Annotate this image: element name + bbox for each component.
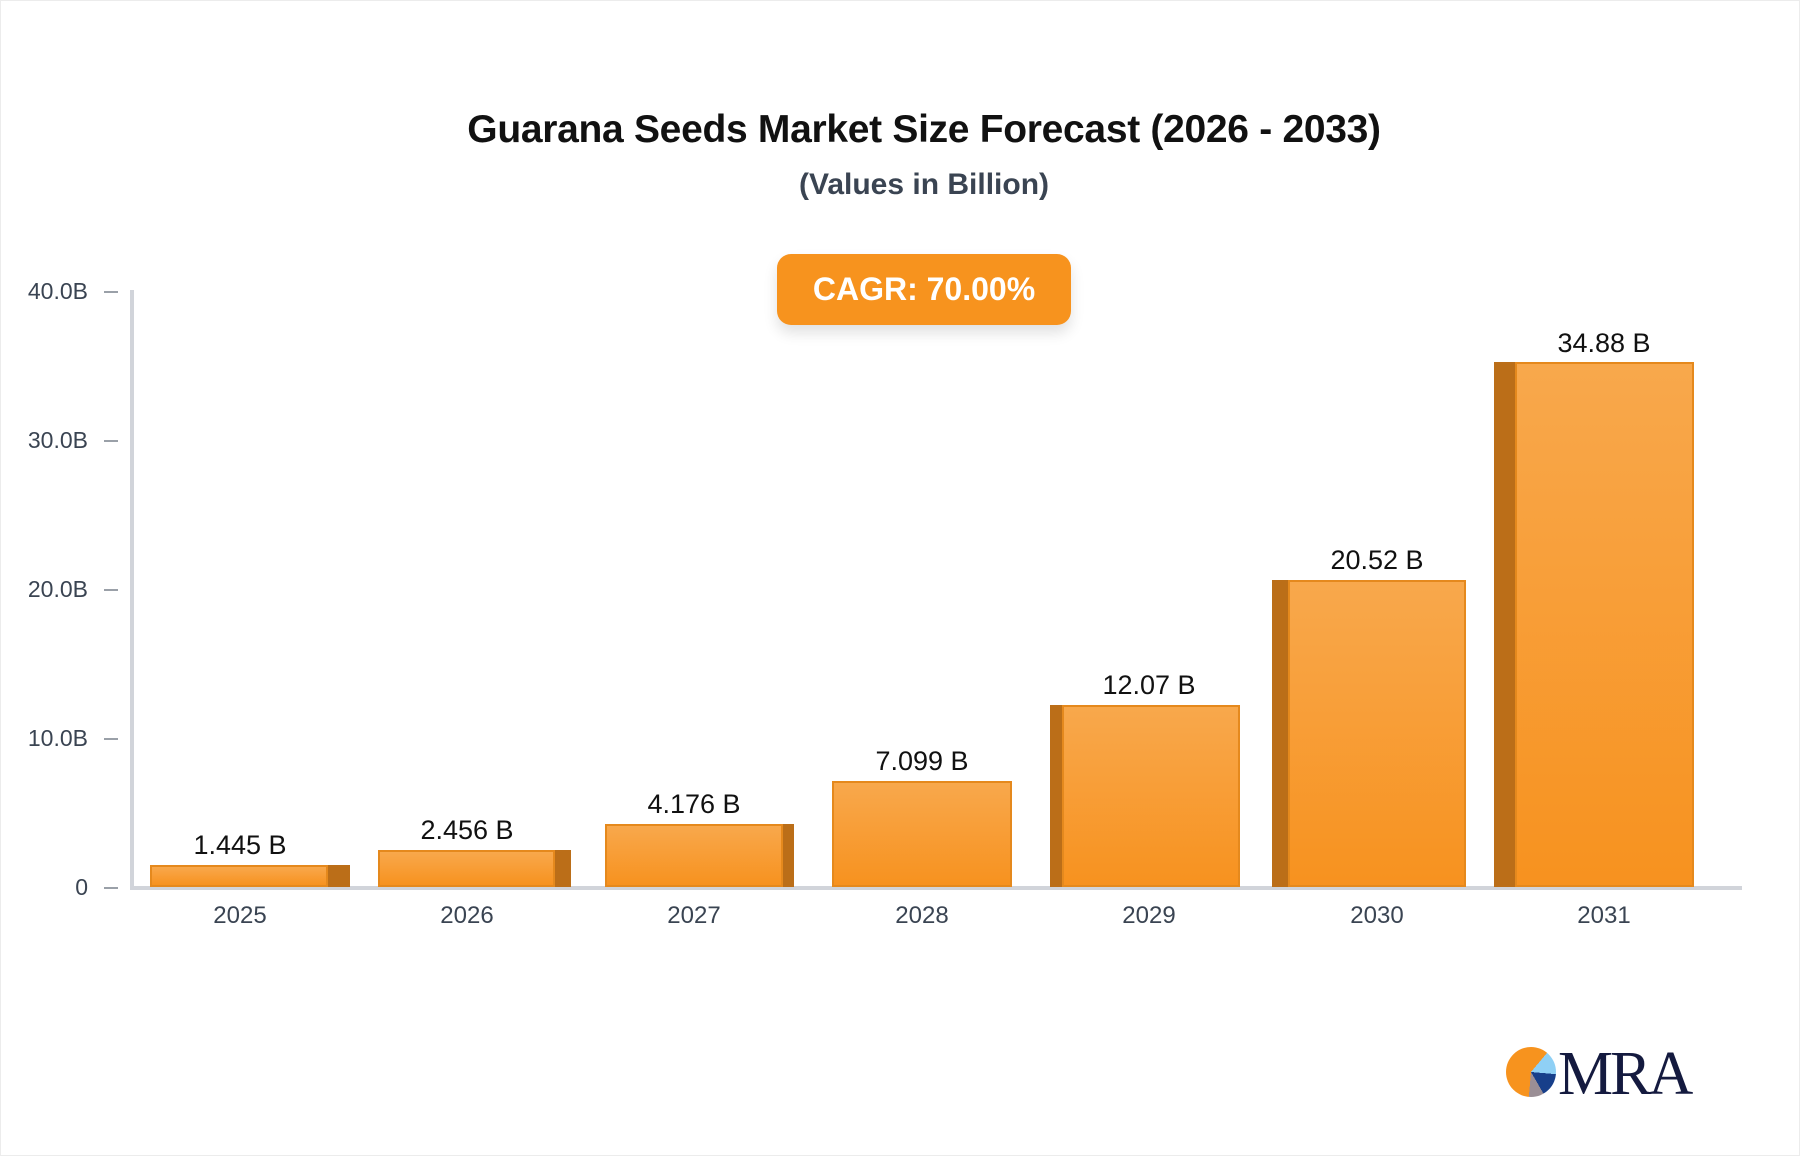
bar-value-label: 2.456 B (420, 815, 514, 845)
y-tick-label: 40.0B (27, 278, 88, 304)
bar-2026 (378, 850, 571, 887)
y-tick-mark (104, 738, 118, 740)
y-tick-label: 30.0B (27, 427, 88, 453)
bar-2028 (832, 781, 1012, 887)
cagr-badge: CAGR: 70.00% (777, 254, 1071, 325)
x-tick-label: 2026 (440, 902, 494, 929)
x-tick-label: 2031 (1577, 902, 1631, 929)
logo-text: MRA (1558, 1040, 1693, 1108)
chart-subtitle: (Values in Billion) (798, 168, 1050, 201)
x-tick-label: 2030 (1350, 902, 1404, 929)
bar-2025 (150, 865, 350, 887)
x-tick-label: 2027 (667, 902, 721, 929)
bar-2029 (1050, 705, 1240, 887)
bar-2030 (1272, 580, 1466, 887)
y-tick-mark (104, 887, 118, 889)
mra-logo: MRA (1506, 1040, 1696, 1108)
bar-value-label: 7.099 B (875, 746, 969, 776)
y-tick-mark (104, 291, 118, 293)
y-tick-label: 0 (75, 874, 88, 900)
bar-value-label: 20.52 B (1330, 545, 1424, 575)
x-tick-label: 2029 (1122, 902, 1176, 929)
bar-value-label: 4.176 B (647, 789, 741, 819)
y-tick-label: 20.0B (27, 576, 88, 602)
pie-chart-icon (1506, 1047, 1556, 1097)
y-tick-mark (104, 589, 118, 591)
x-tick-label: 2025 (213, 902, 267, 929)
y-axis-line (130, 290, 134, 890)
bar-value-label: 34.88 B (1557, 328, 1651, 358)
bar-2027 (605, 824, 794, 887)
bar-2031 (1494, 362, 1694, 887)
bar-value-label: 12.07 B (1102, 670, 1196, 700)
x-axis-line (130, 886, 1742, 890)
y-tick-mark (104, 440, 118, 442)
chart-title: Guarana Seeds Market Size Forecast (2026… (467, 108, 1381, 151)
y-tick-label: 10.0B (27, 725, 88, 751)
bar-value-label: 1.445 B (193, 830, 287, 860)
x-tick-label: 2028 (895, 902, 949, 929)
